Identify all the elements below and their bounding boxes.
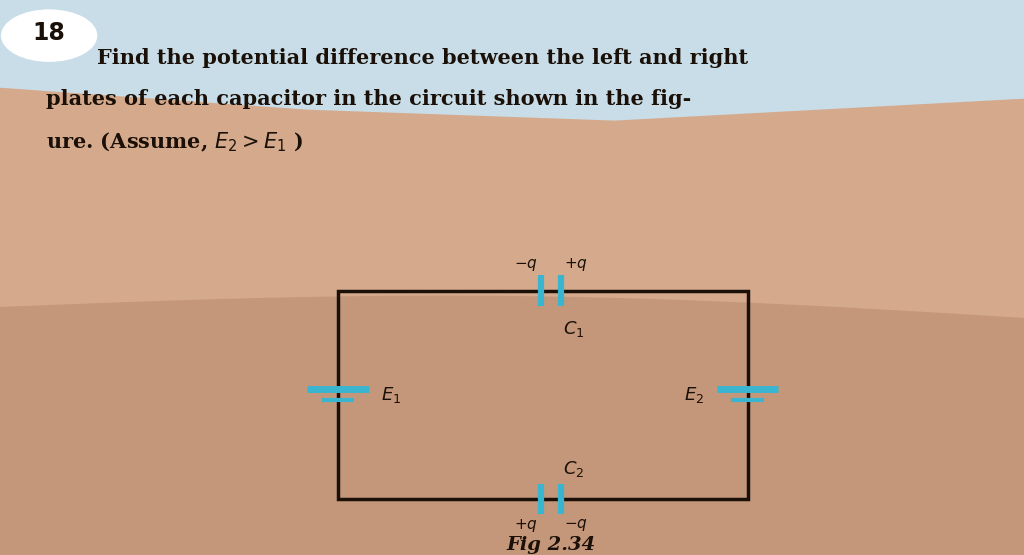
Text: $-q$: $-q$ — [564, 517, 588, 533]
Text: $-q$: $-q$ — [514, 257, 538, 273]
Text: ure. (Assume, $E_2>E_1$ ): ure. (Assume, $E_2>E_1$ ) — [46, 131, 303, 154]
Text: Find the potential difference between the left and right: Find the potential difference between th… — [97, 48, 749, 68]
Text: Fig 2.34: Fig 2.34 — [506, 536, 596, 554]
Text: $E_1$: $E_1$ — [381, 385, 401, 405]
Text: $C_2$: $C_2$ — [563, 460, 585, 480]
Polygon shape — [0, 0, 1024, 318]
Text: $+q$: $+q$ — [564, 256, 588, 273]
Text: $C_1$: $C_1$ — [563, 319, 585, 339]
Bar — [338, 290, 748, 499]
Text: plates of each capacitor in the circuit shown in the fig-: plates of each capacitor in the circuit … — [46, 89, 691, 109]
Text: 18: 18 — [33, 21, 66, 45]
Polygon shape — [0, 0, 1024, 120]
Text: $E_2$: $E_2$ — [684, 385, 705, 405]
Text: $+q$: $+q$ — [514, 517, 538, 533]
Circle shape — [2, 11, 96, 61]
